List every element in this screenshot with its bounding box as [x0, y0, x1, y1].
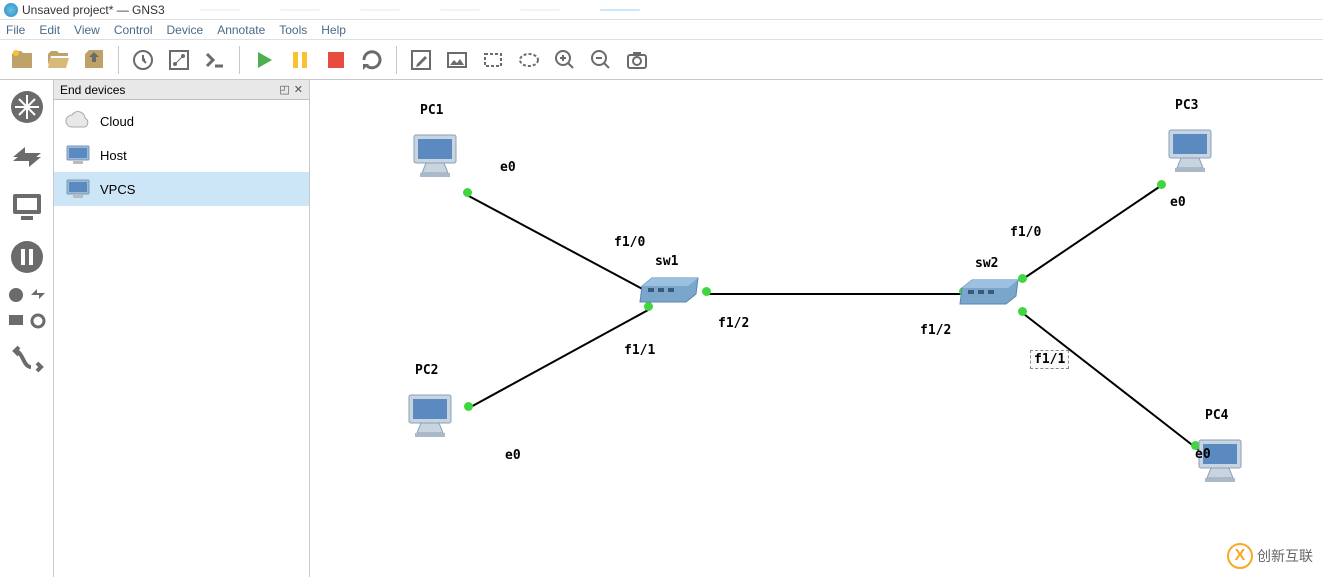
- dock-mini-hub-icon[interactable]: [7, 286, 25, 304]
- devices-panel-header: End devices ◰ ✕: [54, 80, 309, 100]
- pause-button[interactable]: [284, 44, 316, 76]
- cloud-icon: [64, 109, 92, 133]
- menu-control[interactable]: Control: [114, 23, 153, 37]
- link-status-icon: [1157, 180, 1166, 189]
- vpcs-icon: [64, 177, 92, 201]
- node-label: PC2: [415, 363, 438, 378]
- rect-select-icon[interactable]: [477, 44, 509, 76]
- port-label: e0: [1170, 195, 1186, 210]
- node-label: sw1: [655, 254, 678, 269]
- ellipse-select-icon[interactable]: [513, 44, 545, 76]
- node-label: PC1: [420, 103, 443, 118]
- window-title: Unsaved project* — GNS3: [22, 3, 165, 17]
- topology-canvas[interactable]: PC1 PC2 PC3 PC4 sw1 sw2 e0 f1/0 f1/1 e0 f1/2 f1/2 f1…: [310, 80, 1323, 577]
- new-project-button[interactable]: [6, 44, 38, 76]
- dock-switches-icon[interactable]: [6, 136, 48, 178]
- port-label: e0: [500, 160, 516, 175]
- panel-item-label: Cloud: [100, 114, 134, 129]
- app-icon: [4, 3, 18, 17]
- play-button[interactable]: [248, 44, 280, 76]
- devices-panel-list: Cloud Host VPCS: [54, 100, 309, 577]
- node-sw1[interactable]: sw1: [638, 276, 702, 304]
- link-status-icon: [464, 402, 473, 411]
- screenshot-icon[interactable]: [621, 44, 653, 76]
- link[interactable]: [1019, 310, 1200, 452]
- devices-panel: End devices ◰ ✕ Cloud Host VPCS: [54, 80, 310, 577]
- annotate-edit-icon[interactable]: [405, 44, 437, 76]
- node-label: PC3: [1175, 98, 1198, 113]
- panel-item-label: VPCS: [100, 182, 135, 197]
- port-label: f1/1: [1030, 350, 1069, 369]
- dock-mini-monitor-icon[interactable]: [7, 312, 25, 330]
- image-icon[interactable]: [441, 44, 473, 76]
- port-label: f1/0: [1010, 225, 1041, 240]
- dock-routers-icon[interactable]: [6, 86, 48, 128]
- node-pc1[interactable]: PC1: [408, 131, 462, 179]
- menu-device[interactable]: Device: [167, 23, 204, 37]
- watermark-logo-icon: X: [1227, 543, 1253, 569]
- devices-panel-title: End devices: [60, 83, 125, 97]
- menu-annotate[interactable]: Annotate: [217, 23, 265, 37]
- link[interactable]: [1019, 182, 1165, 282]
- port-label: f1/0: [614, 235, 645, 250]
- menu-file[interactable]: File: [6, 23, 25, 37]
- node-pc3[interactable]: PC3: [1163, 126, 1217, 174]
- reload-button[interactable]: [356, 44, 388, 76]
- link-status-icon: [1018, 307, 1027, 316]
- menu-view[interactable]: View: [74, 23, 100, 37]
- dock-mini-link-icon[interactable]: [29, 286, 47, 304]
- dock-misc-row: [7, 286, 47, 304]
- dock-enddevices-icon[interactable]: [6, 186, 48, 228]
- link[interactable]: [705, 293, 965, 295]
- zoom-out-icon[interactable]: [585, 44, 617, 76]
- menu-help[interactable]: Help: [321, 23, 346, 37]
- panel-item-cloud[interactable]: Cloud: [54, 104, 309, 138]
- port-label: f1/2: [718, 316, 749, 331]
- menu-edit[interactable]: Edit: [39, 23, 60, 37]
- watermark-text: 创新互联: [1257, 546, 1313, 566]
- panel-item-label: Host: [100, 148, 127, 163]
- save-project-button[interactable]: [78, 44, 110, 76]
- zoom-in-icon[interactable]: [549, 44, 581, 76]
- link-status-icon: [463, 188, 472, 197]
- host-icon: [64, 143, 92, 167]
- port-label: f1/1: [624, 343, 655, 358]
- open-project-button[interactable]: [42, 44, 74, 76]
- port-label: f1/2: [920, 323, 951, 338]
- dock-mini-gear-icon[interactable]: [29, 312, 47, 330]
- background-browser-tabs: [200, 0, 1323, 20]
- layers-icon[interactable]: [163, 44, 195, 76]
- panel-item-host[interactable]: Host: [54, 138, 309, 172]
- console-icon[interactable]: [199, 44, 231, 76]
- watermark: X 创新互联: [1227, 543, 1313, 569]
- toolbar: [0, 40, 1323, 80]
- dock-misc-row2: [7, 312, 47, 330]
- node-sw2[interactable]: sw2: [958, 278, 1022, 306]
- dock: [0, 80, 54, 577]
- panel-item-vpcs[interactable]: VPCS: [54, 172, 309, 206]
- link[interactable]: [467, 308, 651, 410]
- node-label: PC4: [1205, 408, 1228, 423]
- panel-close-icon[interactable]: ✕: [294, 83, 303, 96]
- node-label: sw2: [975, 256, 998, 271]
- dock-security-icon[interactable]: [6, 236, 48, 278]
- port-label: e0: [1195, 447, 1211, 462]
- node-pc2[interactable]: PC2: [403, 391, 457, 439]
- clock-icon[interactable]: [127, 44, 159, 76]
- dock-cable-icon[interactable]: [6, 338, 48, 380]
- panel-undock-icon[interactable]: ◰: [279, 83, 289, 96]
- stop-button[interactable]: [320, 44, 352, 76]
- menu-tools[interactable]: Tools: [279, 23, 307, 37]
- link-status-icon: [702, 287, 711, 296]
- menubar: File Edit View Control Device Annotate T…: [0, 20, 1323, 40]
- port-label: e0: [505, 448, 521, 463]
